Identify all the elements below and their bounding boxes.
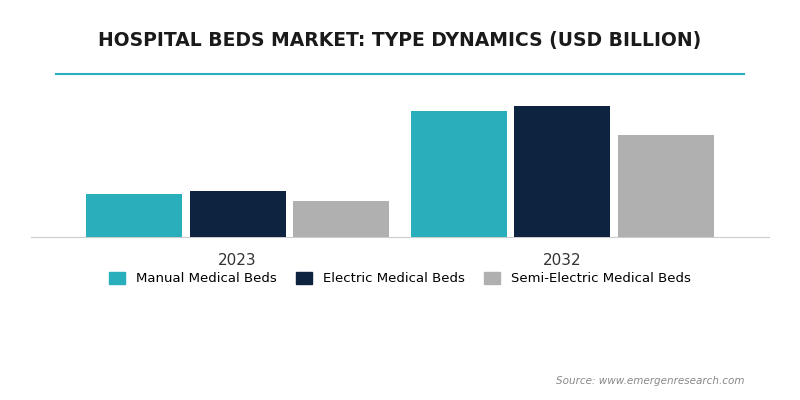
Bar [190, 190, 286, 237]
Bar [618, 134, 714, 237]
Text: Source: www.emergenresearch.com: Source: www.emergenresearch.com [555, 376, 744, 386]
Title: HOSPITAL BEDS MARKET: TYPE DYNAMICS (USD BILLION): HOSPITAL BEDS MARKET: TYPE DYNAMICS (USD… [98, 31, 702, 50]
Bar [411, 111, 507, 237]
Legend: Manual Medical Beds, Electric Medical Beds, Semi-Electric Medical Beds: Manual Medical Beds, Electric Medical Be… [110, 272, 690, 285]
Bar [514, 106, 610, 237]
Bar [86, 194, 182, 237]
Bar [293, 201, 389, 237]
